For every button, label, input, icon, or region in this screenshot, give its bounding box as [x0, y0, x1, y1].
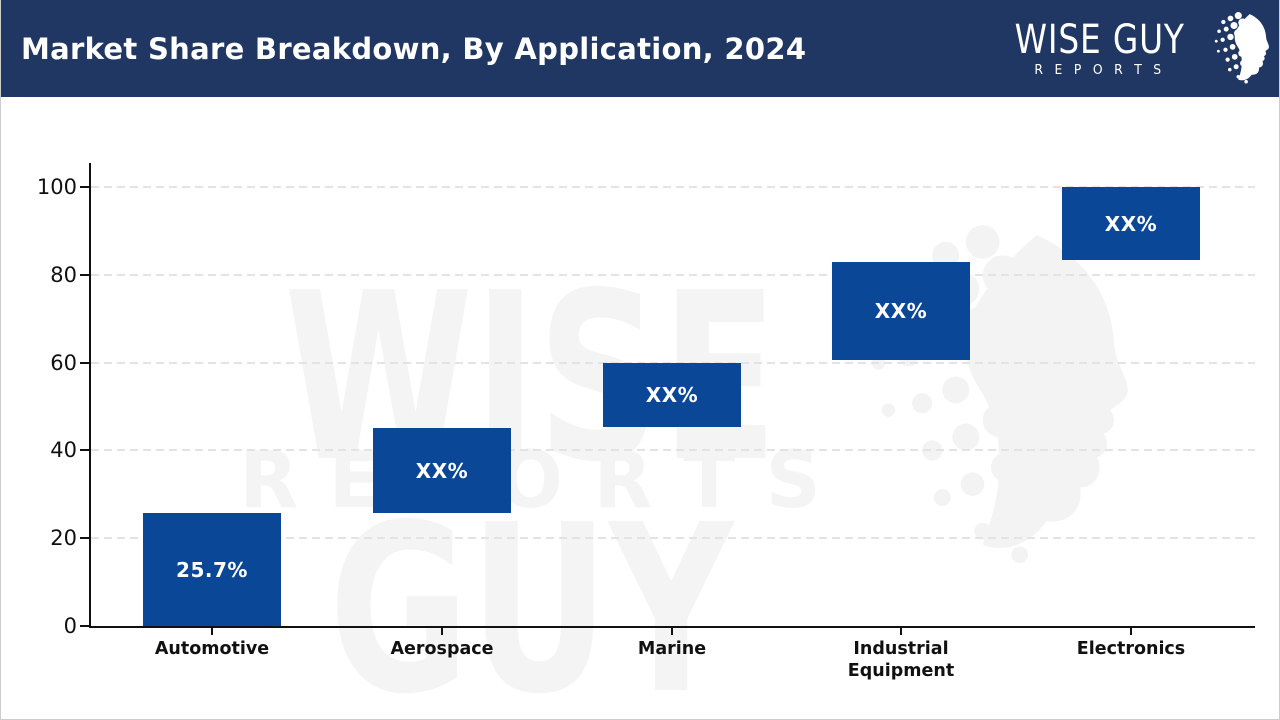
- bar-value-label: XX%: [874, 299, 928, 323]
- x-tick-mark-4: [1130, 628, 1132, 635]
- bar-automotive: 25.7%: [143, 513, 281, 626]
- wiseguy-logo: WISE GUY R E P O R T S: [996, 0, 1271, 97]
- bar-value-label: XX%: [1104, 211, 1158, 236]
- bar-aerospace: XX%: [373, 428, 511, 514]
- logo-text: WISE GUY R E P O R T S: [996, 20, 1203, 78]
- page-title: Market Share Breakdown, By Application, …: [21, 31, 807, 66]
- gridline-40: [91, 449, 1255, 452]
- y-tick-label-60: 60: [50, 350, 77, 375]
- bar-value-label: XX%: [645, 382, 699, 407]
- bar-industrial-equipment: XX%: [832, 261, 970, 361]
- bar-marine: XX%: [603, 362, 741, 428]
- gridline-20: [91, 537, 1255, 540]
- y-tick-mark-40: [80, 449, 89, 452]
- dotted-head-logo-icon: [1207, 9, 1271, 89]
- bar-electronics: XX%: [1062, 187, 1200, 261]
- logo-reports-label: R E P O R T S: [1034, 62, 1165, 78]
- y-tick-mark-20: [80, 537, 89, 540]
- category-label-marine: Marine: [637, 639, 707, 659]
- category-label-aerospace: Aerospace: [390, 639, 494, 659]
- y-tick-label-80: 80: [50, 262, 77, 287]
- category-label-industrial: Industrial Equipment: [847, 639, 955, 681]
- x-tick-mark-2: [671, 628, 673, 635]
- x-tick-mark-0: [211, 628, 213, 635]
- y-tick-label-100: 100: [36, 175, 77, 199]
- x-axis-line: [89, 626, 1255, 628]
- y-tick-mark-60: [80, 361, 89, 364]
- x-tick-mark-1: [441, 628, 443, 635]
- gridline-100: [91, 186, 1255, 188]
- logo-wordmark: WISE GUY: [1014, 16, 1185, 63]
- y-tick-mark-80: [80, 273, 89, 276]
- watermark-reports-text: R E P O R T S: [239, 436, 823, 526]
- y-tick-label-40: 40: [50, 438, 77, 463]
- bar-value-label: XX%: [415, 458, 469, 483]
- header-bar: Market Share Breakdown, By Application, …: [1, 0, 1279, 97]
- gridline-80: [91, 273, 1255, 276]
- y-axis-line: [89, 163, 91, 628]
- category-label-electronics: Electronics: [1076, 639, 1186, 659]
- x-tick-mark-3: [900, 628, 902, 635]
- category-label-automotive: Automotive: [154, 639, 270, 659]
- y-tick-mark-0: [80, 625, 89, 627]
- y-tick-mark-100: [80, 186, 89, 188]
- bar-value-label: 25.7%: [176, 557, 248, 582]
- y-tick-label-20: 20: [50, 526, 77, 551]
- y-tick-label-0: 0: [63, 614, 77, 638]
